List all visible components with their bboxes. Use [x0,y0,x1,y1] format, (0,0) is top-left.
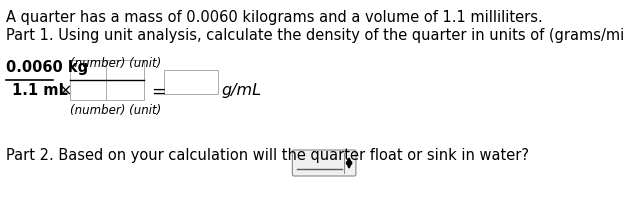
Text: 1.1 mL: 1.1 mL [12,83,68,98]
Text: ×: × [59,83,72,98]
Text: =: = [152,83,166,101]
Text: Part 1. Using unit analysis, calculate the density of the quarter in units of (g: Part 1. Using unit analysis, calculate t… [6,28,624,43]
FancyBboxPatch shape [107,60,144,80]
Text: (number) (unit): (number) (unit) [71,104,162,117]
Polygon shape [346,162,352,168]
FancyBboxPatch shape [164,70,218,94]
Text: A quarter has a mass of 0.0060 kilograms and a volume of 1.1 milliliters.: A quarter has a mass of 0.0060 kilograms… [6,10,542,25]
Text: 0.0060 kg: 0.0060 kg [6,60,87,75]
Polygon shape [346,158,352,164]
Text: g/mL: g/mL [221,83,261,98]
Text: Part 2. Based on your calculation will the quarter float or sink in water?: Part 2. Based on your calculation will t… [6,148,529,163]
Text: (number) (unit): (number) (unit) [71,57,162,70]
FancyBboxPatch shape [293,150,356,176]
FancyBboxPatch shape [71,80,107,100]
FancyBboxPatch shape [107,80,144,100]
FancyBboxPatch shape [71,60,107,80]
